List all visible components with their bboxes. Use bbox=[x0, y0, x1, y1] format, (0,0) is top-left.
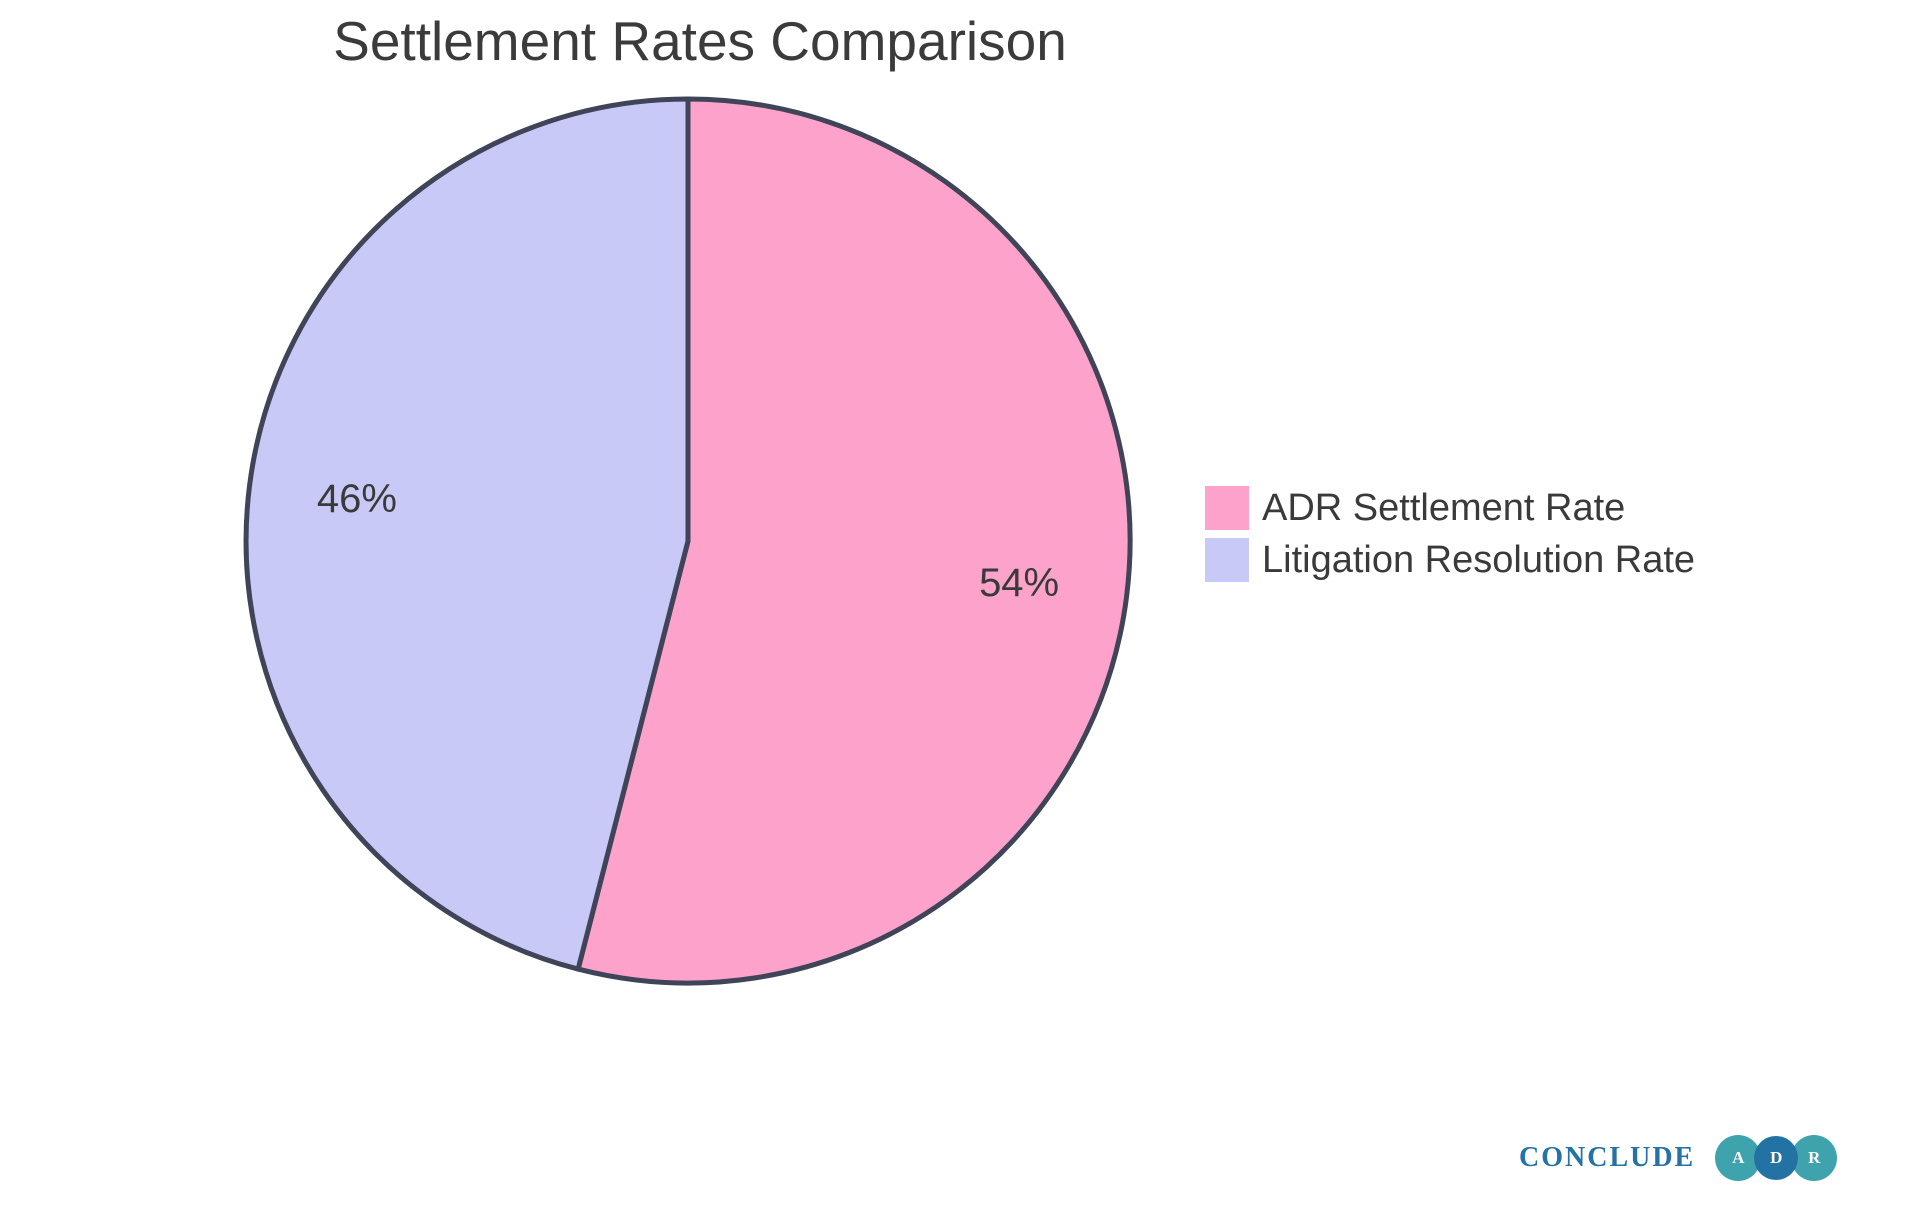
legend-swatch bbox=[1205, 538, 1249, 582]
legend-item[interactable]: ADR Settlement Rate bbox=[1205, 486, 1695, 530]
logo-wordmark: CONCLUDE bbox=[1519, 1142, 1696, 1173]
pie-slice-adr-settlement[interactable] bbox=[575, 96, 1133, 986]
legend-label: ADR Settlement Rate bbox=[1262, 487, 1626, 529]
legend: ADR Settlement Rate Litigation Resolutio… bbox=[1205, 486, 1695, 582]
chart-title: Settlement Rates Comparison bbox=[333, 10, 1067, 72]
logo-badge-letter: R bbox=[1808, 1148, 1821, 1167]
legend-item[interactable]: Litigation Resolution Rate bbox=[1205, 538, 1695, 582]
slice-percentage-label: 54% bbox=[979, 561, 1059, 605]
logo-badge-d: D bbox=[1754, 1136, 1799, 1180]
slice-percentage-label: 46% bbox=[317, 477, 397, 521]
legend-label: Litigation Resolution Rate bbox=[1262, 539, 1696, 581]
logo-badge-letter: D bbox=[1770, 1148, 1783, 1167]
legend-swatch bbox=[1205, 486, 1249, 530]
conclude-adr-logo: CONCLUDE A D R bbox=[1519, 1133, 1838, 1183]
pie-slice-litigation-resolution[interactable] bbox=[243, 96, 691, 972]
logo-badge-a: A bbox=[1715, 1135, 1762, 1181]
logo-badge-r: R bbox=[1791, 1135, 1838, 1181]
logo-badge-letter: A bbox=[1732, 1148, 1745, 1167]
